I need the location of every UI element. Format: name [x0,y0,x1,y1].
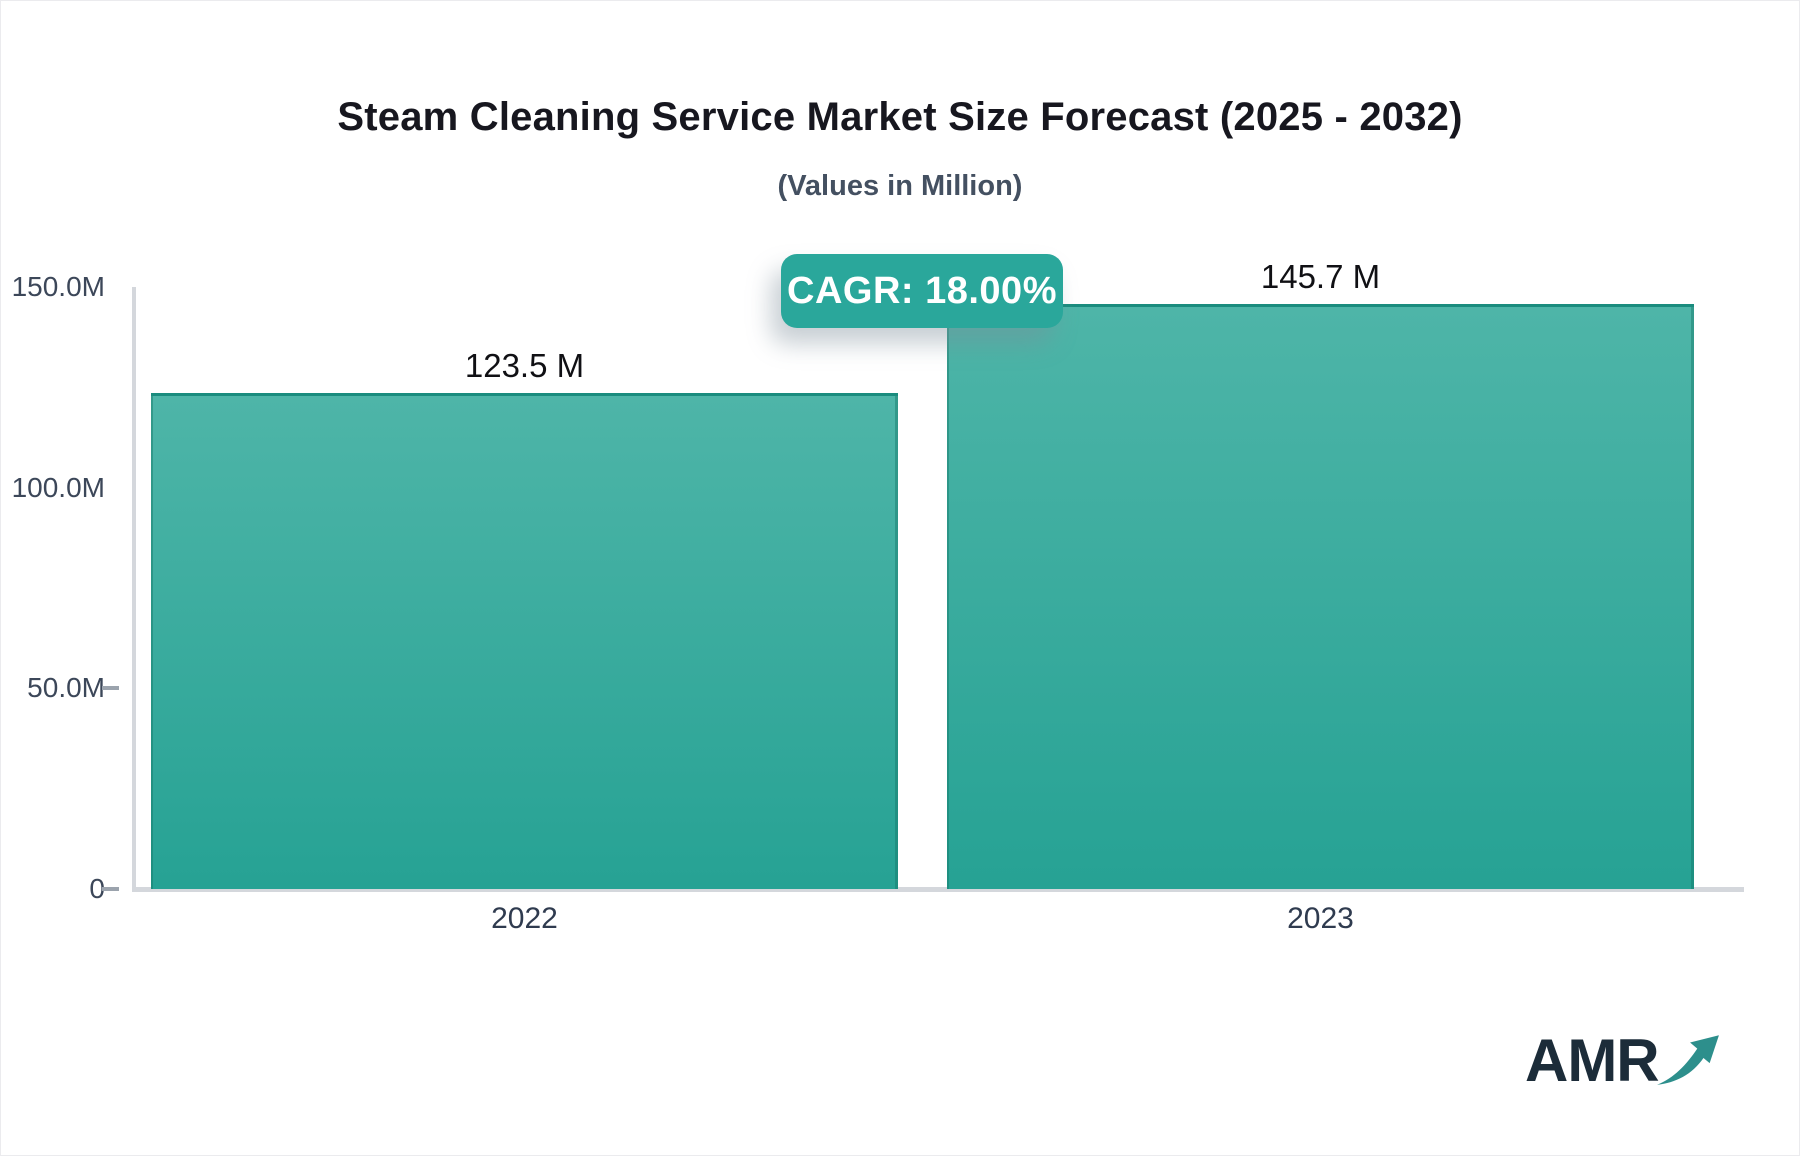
growth-arrow-icon [1655,1031,1721,1089]
bar-value-label-2022: 123.5 M [464,347,585,385]
y-tick-mark-50 [102,686,119,691]
y-tick-label-0: 0 [89,873,105,904]
cagr-badge: CAGR: 18.00% [781,254,1063,328]
x-axis-label-2022: 2022 [491,902,558,935]
y-tick-label-150: 150.0M [11,271,105,302]
bar-2022[interactable] [151,393,898,889]
y-tick-mark-0 [102,887,119,891]
amr-logo-text: AMR [1525,1027,1660,1094]
y-tick-label-100: 100.0M [11,471,105,503]
y-axis-line [132,287,136,892]
y-tick-label-50: 50.0M [27,672,105,704]
page-title: Steam Cleaning Service Market Size Forec… [337,95,1463,139]
bar-2023[interactable] [947,304,1694,889]
x-axis-label-2023: 2023 [1287,902,1354,935]
bar-value-label-2023: 145.7 M [1260,258,1381,296]
x-axis-line [132,887,1744,892]
amr-logo: AMR [1525,1029,1721,1093]
page-subtitle: (Values in Million) [777,170,1023,202]
